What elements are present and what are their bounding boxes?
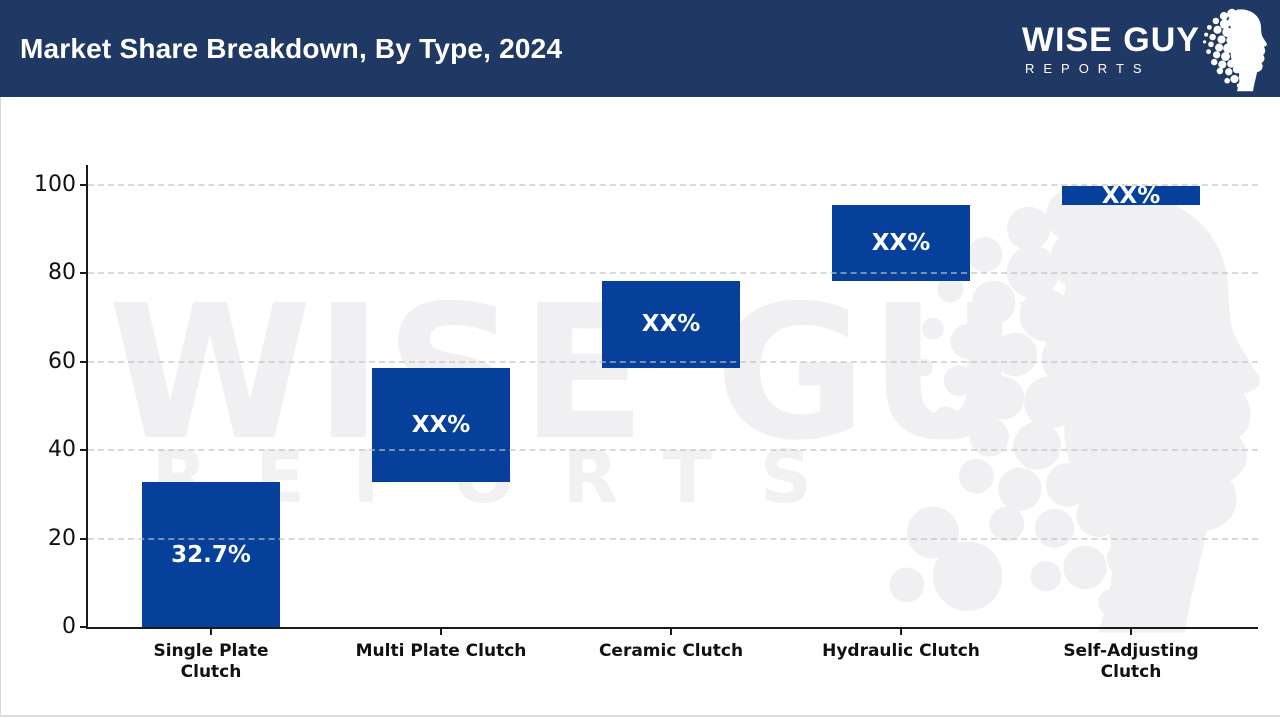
watermark-face-icon bbox=[889, 189, 1261, 633]
x-tick-mark bbox=[900, 627, 902, 635]
x-tick-mark bbox=[1130, 627, 1132, 635]
x-axis-spine bbox=[86, 627, 1258, 629]
chart-area: WISE GUY REPORTS 32.7%XX%XX%XX%XX%020406… bbox=[0, 97, 1280, 720]
y-tick-label: 100 bbox=[34, 172, 76, 197]
y-tick-label: 40 bbox=[48, 437, 76, 463]
bar-value-label-self-adjusting-clutch: XX% bbox=[1101, 182, 1161, 209]
y-tick-mark bbox=[80, 272, 88, 275]
bar-self-adjusting-clutch bbox=[1062, 185, 1200, 206]
image-bottom-edge bbox=[0, 715, 1280, 717]
x-tick-label: Self-Adjusting Clutch bbox=[1063, 641, 1199, 682]
x-tick-label: Single Plate Clutch bbox=[153, 641, 269, 682]
gridline-40 bbox=[88, 449, 1258, 452]
y-tick-mark bbox=[80, 537, 88, 540]
bar-single-plate-clutch bbox=[142, 482, 280, 627]
bar-value-label-ceramic-clutch: XX% bbox=[641, 311, 701, 338]
y-tick-mark bbox=[80, 626, 88, 628]
x-tick-label: Ceramic Clutch bbox=[598, 641, 744, 661]
x-tick-mark bbox=[210, 627, 212, 635]
gridline-20 bbox=[88, 537, 1258, 540]
gridline-60 bbox=[88, 360, 1258, 363]
bar-hydraulic-clutch bbox=[832, 205, 970, 282]
x-tick-label: Multi Plate Clutch bbox=[355, 641, 527, 661]
y-tick-mark bbox=[80, 449, 88, 452]
bar-value-label-hydraulic-clutch: XX% bbox=[871, 230, 931, 257]
y-tick-label: 60 bbox=[48, 348, 76, 374]
bar-ceramic-clutch bbox=[602, 281, 740, 368]
logo-subtext: REPORTS bbox=[1024, 61, 1151, 76]
bar-multi-plate-clutch bbox=[372, 367, 510, 483]
logo-text: WISE GUY REPORTS bbox=[1022, 22, 1200, 78]
bar-value-label-single-plate-clutch: 32.7% bbox=[171, 541, 251, 568]
y-tick-label: 0 bbox=[62, 614, 76, 639]
x-tick-label: Hydraulic Clutch bbox=[822, 641, 980, 661]
gridline-100 bbox=[88, 184, 1258, 186]
wiseguy-logo: WISE GUY REPORTS bbox=[1022, 8, 1270, 92]
image-left-edge bbox=[0, 97, 1, 717]
x-tick-mark bbox=[440, 627, 442, 635]
page-title: Market Share Breakdown, By Type, 2024 bbox=[20, 32, 563, 64]
wiseguy-face-icon bbox=[1202, 8, 1267, 92]
header-bar: Market Share Breakdown, By Type, 2024 WI… bbox=[0, 0, 1280, 97]
y-tick-label: 20 bbox=[48, 525, 76, 551]
y-tick-mark bbox=[80, 360, 88, 363]
y-tick-label: 80 bbox=[48, 260, 76, 286]
x-tick-mark bbox=[670, 627, 672, 635]
bar-value-label-multi-plate-clutch: XX% bbox=[411, 412, 471, 438]
logo-wordmark: WISE GUY bbox=[1021, 21, 1200, 59]
y-tick-mark bbox=[80, 184, 88, 186]
gridline-80 bbox=[88, 272, 1258, 275]
y-axis-spine bbox=[86, 165, 88, 629]
